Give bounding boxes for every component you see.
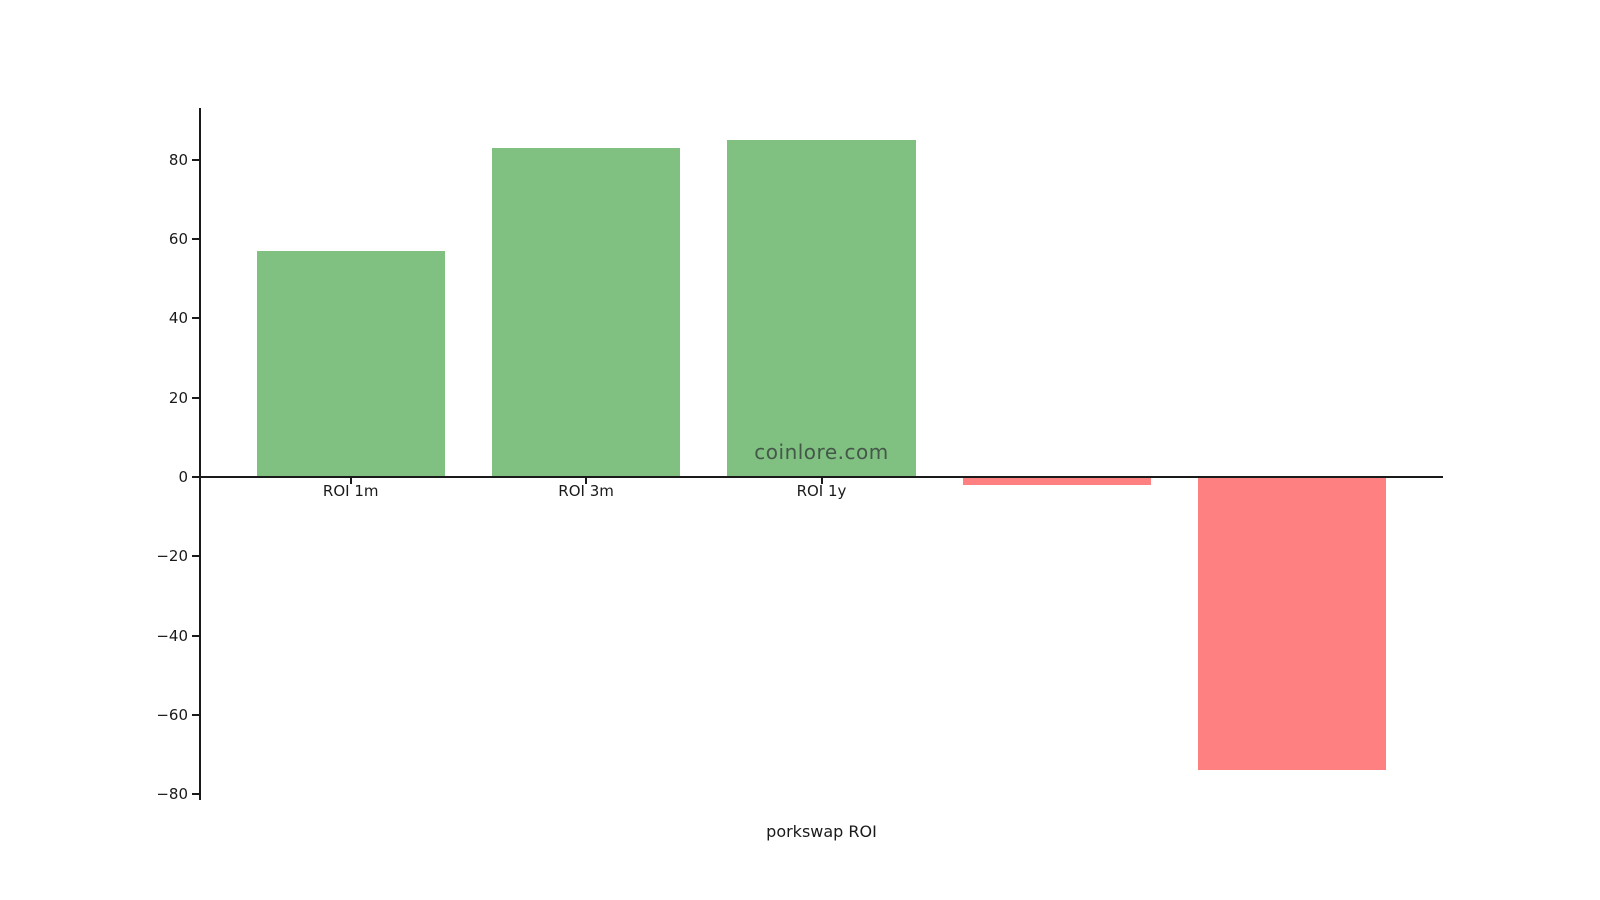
bar-roi-3m bbox=[491, 148, 681, 477]
y-tick-mark bbox=[192, 317, 199, 320]
x-axis-zero-line bbox=[199, 475, 1443, 478]
bar-roi-1y bbox=[727, 140, 916, 477]
x-tick-label: ROI 1m bbox=[322, 481, 379, 500]
y-axis-spine bbox=[199, 108, 201, 800]
bar-unlabeled-3 bbox=[962, 477, 1152, 485]
y-tick-mark bbox=[192, 713, 199, 716]
y-tick-label: 0 bbox=[178, 467, 188, 486]
y-tick-mark bbox=[192, 396, 199, 399]
y-tick-mark bbox=[192, 634, 199, 637]
y-tick-mark bbox=[192, 555, 199, 558]
watermark-text: coinlore.com bbox=[754, 440, 889, 464]
y-tick-label: 60 bbox=[168, 230, 188, 249]
y-tick-label: −40 bbox=[156, 626, 188, 645]
x-tick-mark bbox=[349, 476, 352, 484]
x-tick-label: ROI 1y bbox=[796, 481, 847, 500]
chart-title: porkswap ROI bbox=[766, 822, 877, 841]
y-tick-label: −60 bbox=[156, 705, 188, 724]
y-tick-mark bbox=[192, 793, 199, 796]
y-tick-label: 80 bbox=[168, 150, 188, 169]
y-tick-mark bbox=[192, 238, 199, 241]
y-tick-mark bbox=[192, 475, 199, 478]
y-tick-label: 40 bbox=[168, 309, 188, 328]
x-tick-mark bbox=[820, 476, 823, 484]
bar-roi-1m bbox=[256, 251, 445, 477]
x-tick-mark bbox=[585, 476, 588, 484]
y-tick-label: −20 bbox=[156, 547, 188, 566]
y-tick-mark bbox=[192, 158, 199, 161]
y-tick-label: −80 bbox=[156, 785, 188, 804]
bar-unlabeled-4 bbox=[1198, 477, 1387, 771]
x-tick-label: ROI 3m bbox=[558, 481, 614, 500]
y-tick-label: 20 bbox=[168, 388, 188, 407]
